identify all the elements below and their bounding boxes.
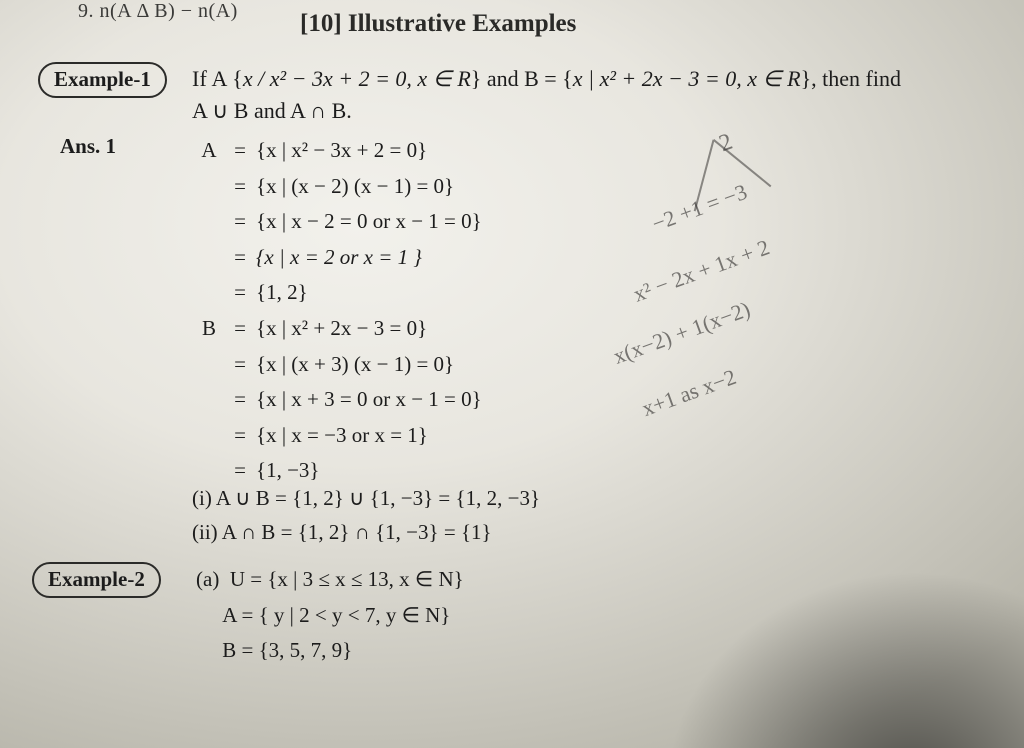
prompt-setA: x / x² − 3x + 2 = 0, x ∈ R xyxy=(243,66,471,91)
deriv-B-1: {x | (x + 3) (x − 1) = 0} xyxy=(256,348,482,382)
thumb-shadow xyxy=(464,328,1024,748)
example-1-prompt-line2: A ∪ B and A ∩ B. xyxy=(192,98,352,124)
handwriting-line-3: x² − 2x + 1x + 2 xyxy=(630,234,773,307)
union-intersection: (i) A ∪ B = {1, 2} ∪ {1, −3} = {1, 2, −3… xyxy=(192,482,540,549)
deriv-B-2: {x | x + 3 = 0 or x − 1 = 0} xyxy=(256,383,482,417)
table-row: ={1, 2} xyxy=(194,276,482,310)
deriv-A-0: {x | x² − 3x + 2 = 0} xyxy=(256,134,482,168)
deriv-A-2: {x | x − 2 = 0 or x − 1 = 0} xyxy=(256,205,482,239)
deriv-A-4: {1, 2} xyxy=(256,276,482,310)
answer-label: Ans. 1 xyxy=(60,134,116,159)
union-line: (i) A ∪ B = {1, 2} ∪ {1, −3} = {1, 2, −3… xyxy=(192,482,540,516)
prompt-setB: x | x² + 2x − 3 = 0, x ∈ R xyxy=(573,66,801,91)
example-2-body: (a) U = {x | 3 ≤ x ≤ 13, x ∈ N} A = { y … xyxy=(196,562,464,669)
table-row: ={x | x − 2 = 0 or x − 1 = 0} xyxy=(194,205,482,239)
table-row: ={x | x + 3 = 0 or x − 1 = 0} xyxy=(194,383,482,417)
example-2-B: B = {3, 5, 7, 9} xyxy=(222,638,352,662)
prompt-prefix: If A { xyxy=(192,66,243,91)
page: 9. n(A Δ B) − n(A) [10] Illustrative Exa… xyxy=(0,0,1024,748)
table-row: B={x | x² + 2x − 3 = 0} xyxy=(194,312,482,346)
part-a-tag: (a) xyxy=(196,567,219,591)
table-row: A={x | x² − 3x + 2 = 0} xyxy=(194,134,482,168)
table-row: ={x | (x − 2) (x − 1) = 0} xyxy=(194,170,482,204)
page-number-fragment: 9. n(A Δ B) − n(A) xyxy=(78,0,238,23)
handwriting-line-5: x+1 as x−2 xyxy=(639,364,740,422)
deriv-B-3: {x | x = −3 or x = 1} xyxy=(256,419,482,453)
example-1-label: Example-1 xyxy=(38,62,167,98)
table-row: ={x | (x + 3) (x − 1) = 0} xyxy=(194,348,482,382)
handwriting-line-4: x(x−2) + 1(x−2) xyxy=(610,296,754,370)
section-title: [10] Illustrative Examples xyxy=(300,10,576,38)
example-2-A: A = { y | 2 < y < 7, y ∈ N} xyxy=(222,603,450,627)
example-2-U: U = {x | 3 ≤ x ≤ 13, x ∈ N} xyxy=(230,567,464,591)
prompt-mid: } and B = { xyxy=(471,66,573,91)
example-1-prompt-line1: If A {x / x² − 3x + 2 = 0, x ∈ R} and B … xyxy=(192,63,1022,95)
derivation-table: A={x | x² − 3x + 2 = 0} ={x | (x − 2) (x… xyxy=(192,132,484,490)
table-row: ={x | x = 2 or x = 1 } xyxy=(194,241,482,275)
handwriting-tree-icon xyxy=(654,114,796,237)
table-row: ={x | x = −3 or x = 1} xyxy=(194,419,482,453)
intersection-line: (ii) A ∩ B = {1, 2} ∩ {1, −3} = {1} xyxy=(192,516,540,550)
prompt-suffix: }, then find xyxy=(801,66,901,91)
deriv-A-3: {x | x = 2 or x = 1 } xyxy=(256,241,482,275)
deriv-B-0: {x | x² + 2x − 3 = 0} xyxy=(256,312,482,346)
example-2-label: Example-2 xyxy=(32,562,161,598)
deriv-A-1: {x | (x − 2) (x − 1) = 0} xyxy=(256,170,482,204)
